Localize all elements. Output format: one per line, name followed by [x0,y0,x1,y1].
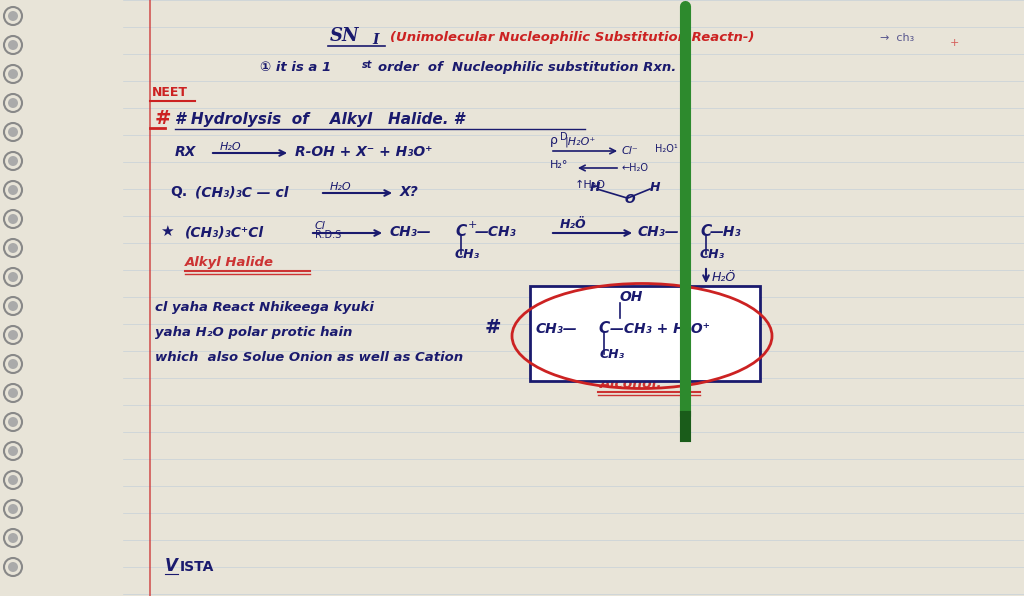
Text: CH₃—: CH₃— [638,225,680,239]
Circle shape [8,504,18,514]
Text: (Unimolecular Nucleophilic Substitution Reactn-): (Unimolecular Nucleophilic Substitution … [390,31,755,44]
Text: CH₃: CH₃ [455,248,480,261]
Circle shape [8,69,18,79]
Circle shape [8,214,18,224]
Text: CH₃—: CH₃— [535,322,577,336]
Text: SN: SN [330,27,359,45]
Text: R-OH + X⁻ + H₃O⁺: R-OH + X⁻ + H₃O⁺ [295,145,432,159]
Text: (CH₃)₃C — cl: (CH₃)₃C — cl [195,185,289,199]
Text: Alcohol.: Alcohol. [600,377,663,391]
Text: +: + [950,38,959,48]
Bar [530,286,760,381]
Text: ★: ★ [160,224,174,239]
Text: D: D [560,132,567,142]
Text: Cl⁻: Cl⁻ [622,146,639,156]
Text: ←H₂O: ←H₂O [622,163,649,173]
Circle shape [8,359,18,369]
Circle shape [8,272,18,282]
Circle shape [8,11,18,21]
Text: H₂O: H₂O [220,142,242,152]
Text: —H₃: —H₃ [710,225,741,239]
Text: →  ch₃: → ch₃ [880,33,914,43]
Text: CH₃: CH₃ [600,348,625,361]
Text: R.D.S: R.D.S [315,230,341,240]
Text: OH: OH [620,290,643,304]
Text: ISTA: ISTA [180,560,214,574]
Text: CH₃—: CH₃— [390,225,432,239]
Circle shape [8,533,18,543]
Text: I: I [372,33,379,47]
Circle shape [8,388,18,398]
Text: ↑H₂O: ↑H₂O [575,180,606,190]
Text: O: O [625,193,636,206]
Text: #: # [155,109,171,128]
Text: C: C [598,321,609,336]
Circle shape [8,417,18,427]
Circle shape [8,301,18,311]
Circle shape [8,185,18,195]
Text: H: H [590,181,600,194]
Text: —CH₃ + H₃O⁺: —CH₃ + H₃O⁺ [610,322,710,336]
Text: Q.: Q. [170,185,187,199]
Text: which  also Solue Onion as well as Cation: which also Solue Onion as well as Cation [155,351,463,364]
Circle shape [8,127,18,137]
Text: st: st [362,60,373,70]
Text: yaha H₂O polar protic hain: yaha H₂O polar protic hain [155,326,352,339]
Text: —CH₃: —CH₃ [475,225,517,239]
Circle shape [8,156,18,166]
Text: (CH₃)₃C⁺Cl: (CH₃)₃C⁺Cl [185,225,264,239]
Text: H₂O: H₂O [330,182,351,192]
Text: C: C [700,224,712,239]
Text: #: # [485,318,502,337]
Text: H: H [650,181,660,194]
Text: Cl: Cl [315,221,326,231]
Circle shape [8,475,18,485]
Text: RX: RX [175,145,197,159]
Circle shape [8,98,18,108]
Circle shape [8,243,18,253]
Circle shape [8,330,18,340]
Text: H₂Ö: H₂Ö [712,271,736,284]
Circle shape [8,446,18,456]
Text: X?: X? [400,185,419,199]
Text: ρ: ρ [550,134,558,147]
Text: +: + [468,220,477,230]
Text: ① it is a 1: ① it is a 1 [260,61,331,74]
Text: cl yaha React Nhikeega kyuki: cl yaha React Nhikeega kyuki [155,301,374,314]
Text: NEET: NEET [152,86,188,99]
Text: # Hydrolysis  of    Alkyl   Halide. #: # Hydrolysis of Alkyl Halide. # [175,112,464,127]
Text: V: V [165,557,178,575]
Text: H₂Ö: H₂Ö [560,218,587,231]
Text: Alkyl Halide: Alkyl Halide [185,256,274,269]
Text: order  of  Nucleophilic substitution Rxn.: order of Nucleophilic substitution Rxn. [378,61,676,74]
Text: CH₃: CH₃ [700,248,725,261]
Circle shape [8,40,18,50]
Text: C: C [455,224,466,239]
Text: H₂O¹: H₂O¹ [655,144,678,154]
Text: |H₂O⁺: |H₂O⁺ [565,136,596,147]
Text: H₂°: H₂° [550,160,568,170]
Circle shape [8,562,18,572]
